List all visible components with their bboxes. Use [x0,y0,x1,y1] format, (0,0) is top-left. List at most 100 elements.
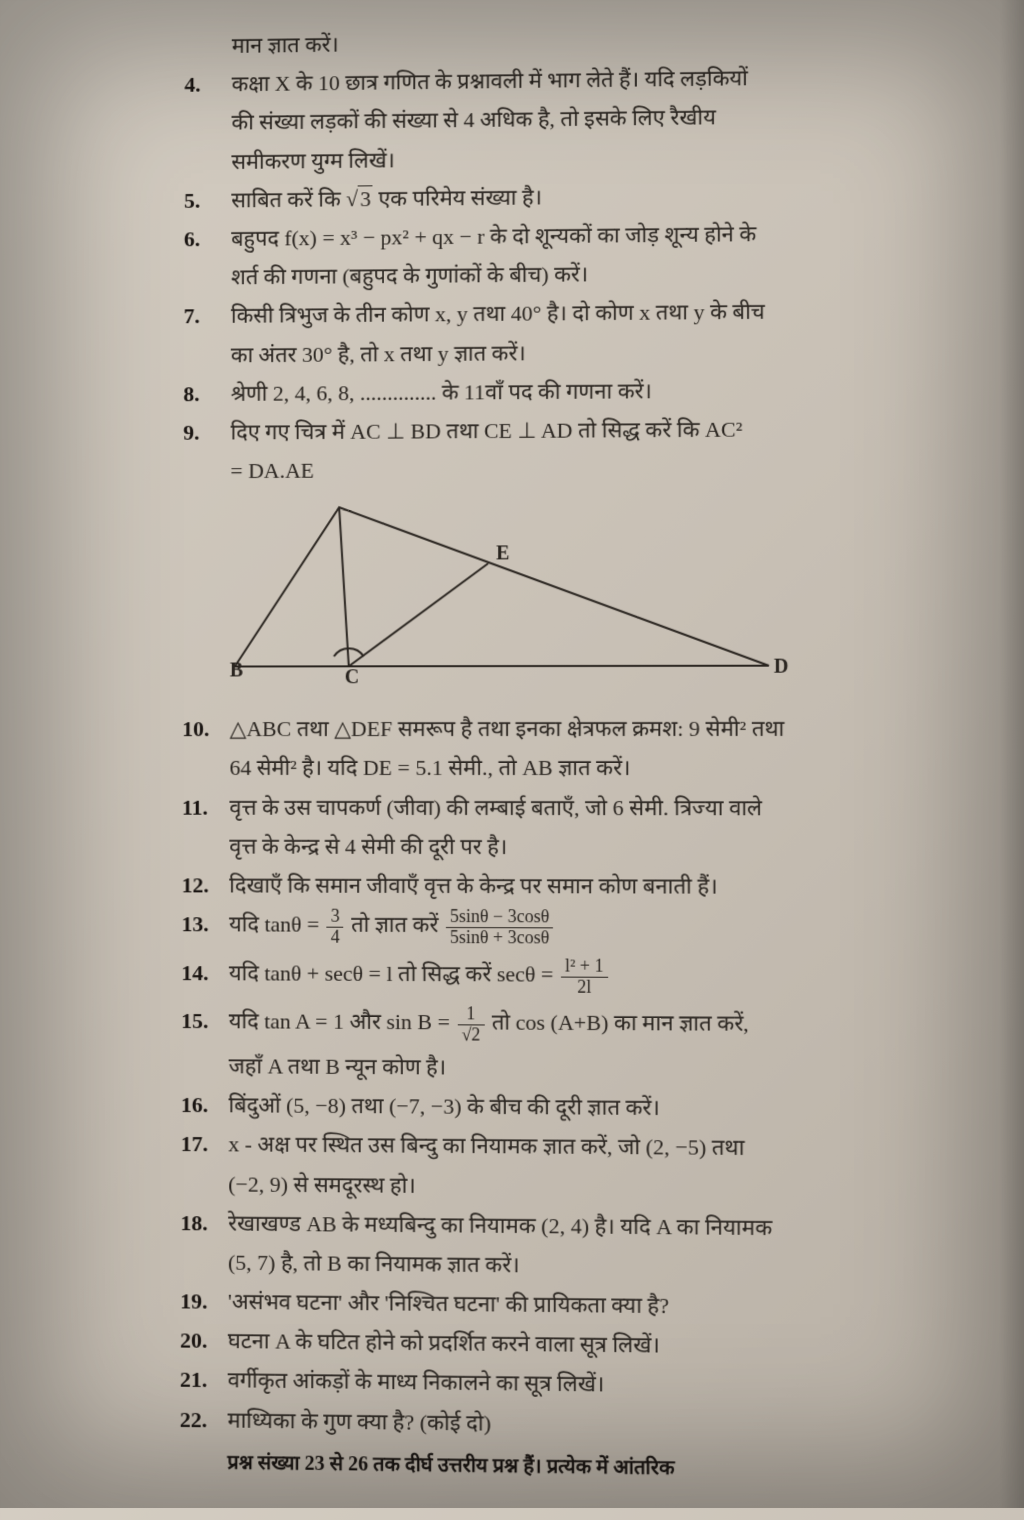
top-fragment: मान ज्ञात करें। [185,19,986,64]
question-17: 17. x - अक्ष पर स्थित उस बिन्दु का नियाम… [181,1126,989,1167]
q14-pre: यदि tanθ + secθ = l तो सिद्ध करें secθ = [229,960,559,986]
q14-num: 14. [181,955,229,990]
q9-line2: = DA.AE [183,449,987,488]
q18-line2: (5, 7) है, तो B का नियामक ज्ञात करें। [180,1244,989,1287]
q17-line1: x - अक्ष पर स्थित उस बिन्दु का नियामक ज्… [228,1127,989,1168]
line-ce [349,564,488,667]
question-10: 10. △ABC तथा △DEF समरूप है तथा इनका क्षे… [182,711,987,747]
q13-frac2: 5sinθ − 3cosθ5sinθ + 3cosθ [446,907,553,948]
q4-line2: की संख्या लड़कों की संख्या से 4 अधिक है,… [184,97,985,141]
q14-fn: l² + 1 [561,956,608,977]
q10-line1: △ABC तथा △DEF समरूप है तथा इनका क्षेत्रफ… [230,711,988,747]
q6-num: 6. [184,221,231,256]
q5-pre: साबित करें कि [231,186,346,212]
question-11: 11. वृत्त के उस चापकर्ण (जीवा) की लम्बाई… [182,789,988,825]
q6-line2: शर्त की गणना (बहुपद के गुणांकों के बीच) … [184,253,986,295]
question-6: 6. बहुपद f(x) = x³ − px² + qx − r के दो … [184,214,986,256]
question-9: 9. दिए गए चित्र में AC ⊥ BD तथा CE ⊥ AD … [183,410,986,450]
q7-line2: का अंतर 30° है, तो x तथा y ज्ञात करें। [183,332,986,373]
q13-num: 13. [181,906,229,941]
q19-num: 19. [180,1283,228,1319]
q13-f1d: 4 [327,928,344,948]
q17-line2: (−2, 9) से समदूरस्थ हो। [181,1166,990,1208]
q15-fd-sqrt: 2 [471,1025,480,1045]
q11-line1: वृत्त के उस चापकर्ण (जीवा) की लम्बाई बता… [229,789,988,825]
triangle-svg: A B C D E [230,501,789,687]
q15-fd: √2 [457,1026,484,1046]
question-12: 12. दिखाएँ कि समान जीवाएँ वृत्त के केन्द… [182,867,989,904]
q13-f2d: 5sinθ + 3cosθ [446,928,553,948]
q14-fd: 2l [561,977,608,997]
q11-line2: वृत्त के केन्द्र से 4 सेमी की दूरी पर है… [182,828,988,865]
q5-num: 5. [184,183,231,218]
q15-line2: जहाँ A तथा B न्यून कोण है। [181,1048,989,1088]
label-b: B [230,660,243,682]
q4-line1: कक्षा X के 10 छात्र गणित के प्रश्नावली म… [232,58,986,102]
q20-num: 20. [180,1323,228,1359]
question-22: 22. माध्यिका के गुण क्या है? (कोई दो) [180,1401,990,1446]
exam-page: मान ज्ञात करें। 4. कक्षा X के 10 छात्र ग… [1,0,1024,1520]
question-7: 7. किसी त्रिभुज के तीन कोण x, y तथा 40° … [184,292,987,333]
q7-line1: किसी त्रिभुज के तीन कोण x, y तथा 40° है।… [231,292,986,333]
sqrt-icon: 3 [346,181,373,216]
triangle-outline [235,506,769,667]
q13-frac1: 34 [327,907,344,948]
q15-fn: 1 [457,1005,484,1026]
q20-text: घटना A के घटित होने को प्रदर्शित करने वा… [228,1323,990,1366]
q8-num: 8. [183,376,230,411]
q18-num: 18. [180,1205,228,1241]
q7-num: 7. [184,298,231,333]
q13-mid: तो ज्ञात करें [346,912,444,937]
footer-instruction: प्रश्न संख्या 23 से 26 तक दीर्घ उत्तरीय … [180,1447,991,1484]
q5-post: एक परिमेय संख्या है। [373,184,542,210]
q12-text: दिखाएँ कि समान जीवाएँ वृत्त के केन्द्र प… [229,868,988,905]
q4-num: 4. [184,67,231,102]
q15-frac: 1√2 [457,1005,484,1046]
q21-text: वर्गीकृत आंकड़ों के माध्य निकालने का सूत… [228,1363,990,1407]
q13-f1n: 3 [327,907,344,928]
question-14: 14. यदि tanθ + secθ = l तो सिद्ध करें se… [181,955,988,999]
q19-text: 'असंभव घटना' और 'निश्चित घटना' की प्रायि… [228,1284,990,1327]
q16-text: बिंदुओं (5, −8) तथा (−7, −3) के बीच की द… [228,1087,989,1127]
label-d: D [774,656,789,678]
q6-line1: बहुपद f(x) = x³ − px² + qx − r के दो शून… [231,214,986,256]
q9-line1: दिए गए चित्र में AC ⊥ BD तथा CE ⊥ AD तो … [231,410,987,449]
q22-num: 22. [180,1401,228,1437]
q13-f2n: 5sinθ − 3cosθ [446,907,553,928]
q10-line2: 64 सेमी² है। यदि DE = 5.1 सेमी., तो AB ज… [182,750,988,785]
question-8: 8. श्रेणी 2, 4, 6, 8, .............. के … [183,371,986,411]
q13-text: यदि tanθ = 34 तो ज्ञात करें 5sinθ − 3cos… [229,907,988,950]
label-e: E [496,543,509,565]
q16-num: 16. [181,1087,229,1123]
q12-num: 12. [182,867,230,902]
q15-post: तो cos (A+B) का मान ज्ञात करें, [486,1010,749,1036]
q13-pre: यदि tanθ = [229,912,325,937]
question-21: 21. वर्गीकृत आंकड़ों के माध्य निकालने का… [180,1362,990,1407]
q14-frac: l² + 12l [561,956,608,997]
question-4: 4. कक्षा X के 10 छात्र गणित के प्रश्नावल… [184,58,985,102]
q9-num: 9. [183,415,230,450]
q21-num: 21. [180,1362,228,1398]
question-5: 5. साबित करें कि 3 एक परिमेय संख्या है। [184,175,986,218]
q15-pre: यदि tan A = 1 और sin B = [229,1009,456,1035]
q5-sqrt: 3 [358,185,373,211]
question-16: 16. बिंदुओं (5, −8) तथा (−7, −3) के बीच … [181,1087,989,1127]
triangle-diagram: A B C D E [182,500,987,692]
question-19: 19. 'असंभव घटना' और 'निश्चित घटना' की प्… [180,1283,990,1326]
q14-text: यदि tanθ + secθ = l तो सिद्ध करें secθ =… [229,955,989,999]
line-ac [339,508,349,667]
question-20: 20. घटना A के घटित होने को प्रदर्शित करन… [180,1323,990,1367]
q4-line3: समीकरण युग्म लिखें। [184,136,985,179]
q5-text: साबित करें कि 3 एक परिमेय संख्या है। [231,175,985,217]
q17-num: 17. [181,1126,229,1162]
question-13: 13. यदि tanθ = 34 तो ज्ञात करें 5sinθ − … [181,906,988,949]
q15-num: 15. [181,1003,229,1038]
q8-text: श्रेणी 2, 4, 6, 8, .............. के 11व… [231,371,987,411]
question-18: 18. रेखाखण्ड AB के मध्यबिन्दु का नियामक … [180,1205,989,1247]
q10-num: 10. [182,711,230,746]
q18-line1: रेखाखण्ड AB के मध्यबिन्दु का नियामक (2, … [228,1205,989,1247]
q15-text: यदि tan A = 1 और sin B = 1√2 तो cos (A+B… [229,1004,989,1048]
q22-text: माध्यिका के गुण क्या है? (कोई दो) [227,1402,990,1447]
q11-num: 11. [182,789,230,824]
question-15: 15. यदि tan A = 1 और sin B = 1√2 तो cos … [181,1003,989,1048]
